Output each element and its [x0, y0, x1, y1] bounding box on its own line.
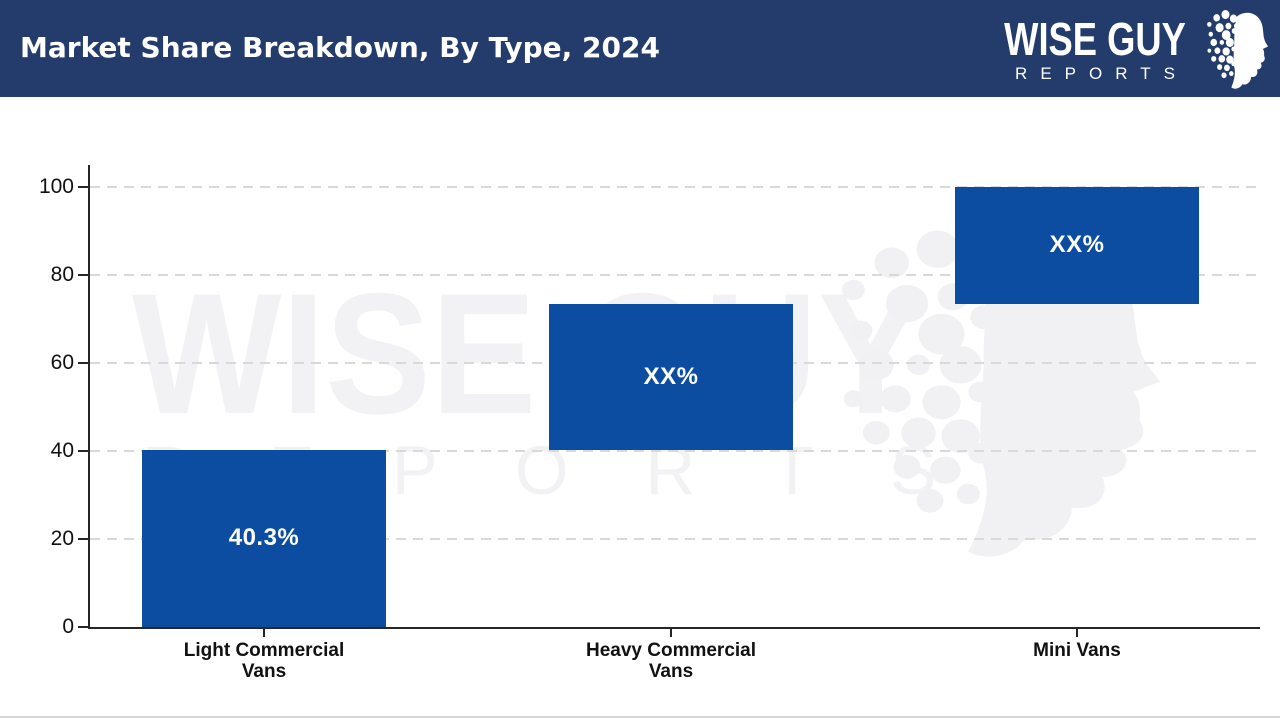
page-title: Market Share Breakdown, By Type, 2024	[20, 31, 660, 64]
x-category-label: Light Commercial Vans	[183, 640, 345, 682]
y-tick-label: 40	[50, 439, 74, 462]
gridline	[90, 274, 1258, 276]
y-tick-mark	[78, 362, 88, 364]
y-tick-label: 80	[50, 263, 74, 286]
x-axis-line	[88, 627, 1260, 629]
gridline	[90, 538, 1258, 540]
x-category-label: Mini Vans	[1033, 640, 1121, 661]
y-tick-mark	[78, 186, 88, 188]
y-tick-mark	[78, 626, 88, 628]
brand-face-logo-icon	[1207, 10, 1268, 89]
watermark-text: WISE GUY	[132, 258, 924, 450]
bar-value-label: XX%	[643, 362, 699, 390]
x-category-label: Heavy Commercial Vans	[585, 640, 757, 682]
x-tick-mark	[263, 629, 265, 637]
x-tick-mark	[1076, 629, 1078, 637]
y-axis-line	[88, 165, 90, 629]
bar-segment: 40.3%	[142, 449, 386, 627]
footer-rule	[0, 716, 1280, 718]
bar-segment: XX%	[955, 187, 1199, 304]
bar-segment: XX%	[549, 303, 793, 450]
x-tick-mark	[670, 629, 672, 637]
bar-value-label: XX%	[1049, 231, 1105, 259]
y-tick-label: 100	[38, 175, 74, 198]
gridline	[90, 186, 1258, 188]
watermark-face-logo-icon	[841, 230, 1160, 557]
y-tick-mark	[78, 450, 88, 452]
gridline	[90, 450, 1258, 452]
brand-logo-subtitle: REPORTS	[1015, 64, 1188, 83]
header-bar: Market Share Breakdown, By Type, 2024 WI…	[0, 0, 1280, 97]
bar-value-label: 40.3%	[228, 524, 300, 552]
y-tick-label: 20	[50, 527, 74, 550]
y-tick-label: 60	[50, 351, 74, 374]
y-tick-label: 0	[62, 615, 74, 638]
y-tick-mark	[78, 538, 88, 540]
y-tick-mark	[78, 274, 88, 276]
brand-logo-name: WISE GUY	[1004, 13, 1186, 65]
brand-logo: WISE GUY REPORTS	[980, 16, 1210, 82]
